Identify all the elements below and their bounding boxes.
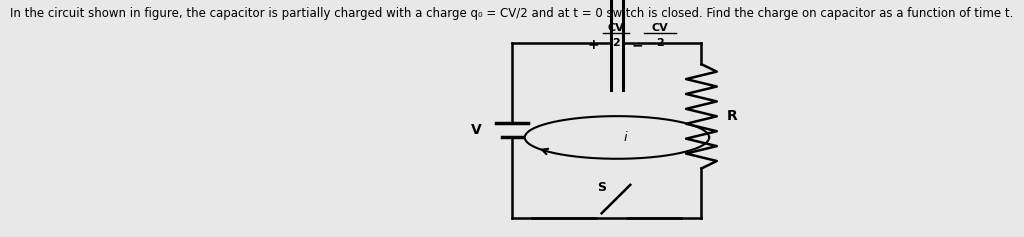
Text: S: S xyxy=(597,181,606,194)
Text: +: + xyxy=(588,38,600,52)
Text: CV: CV xyxy=(651,23,669,33)
Text: 2: 2 xyxy=(656,38,664,48)
Text: In the circuit shown in figure, the capacitor is partially charged with a charge: In the circuit shown in figure, the capa… xyxy=(10,7,1014,20)
Text: CV: CV xyxy=(607,23,625,33)
Text: −: − xyxy=(631,38,643,52)
Text: i: i xyxy=(624,131,627,144)
Text: 2: 2 xyxy=(612,38,620,48)
Text: V: V xyxy=(471,123,481,137)
Text: R: R xyxy=(727,109,737,123)
